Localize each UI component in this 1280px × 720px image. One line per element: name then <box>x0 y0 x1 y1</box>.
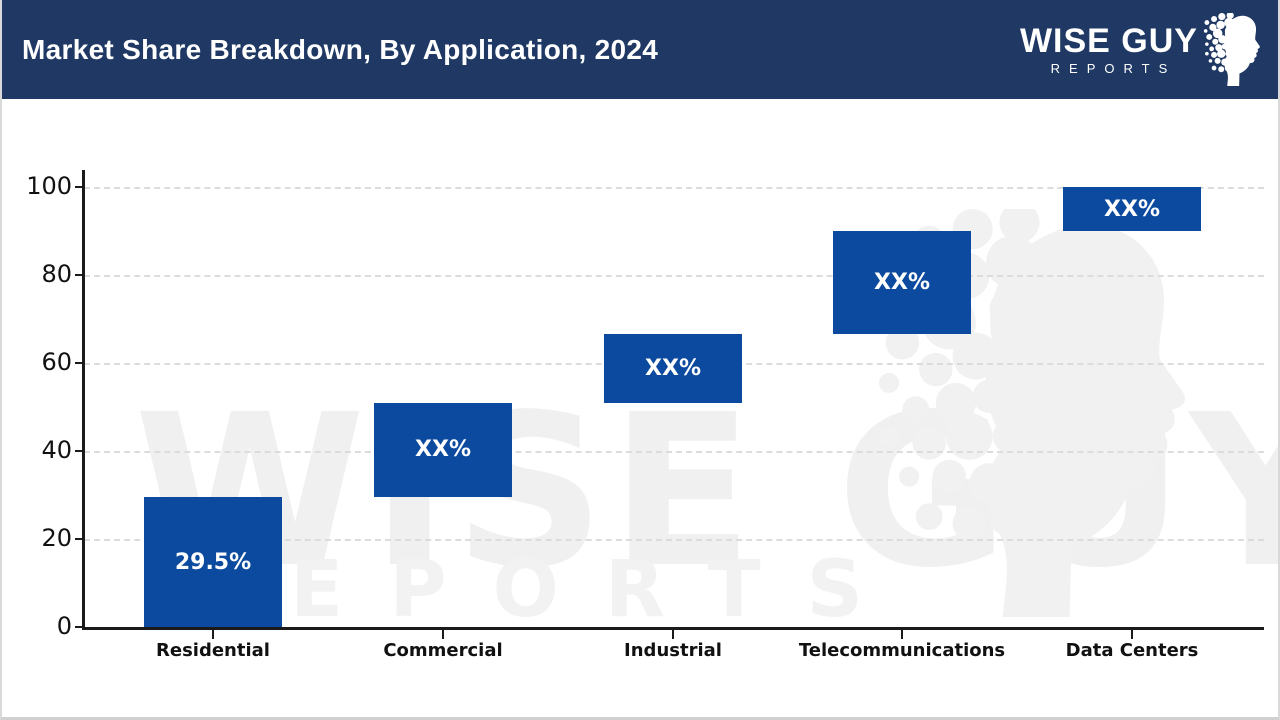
y-tick-mark <box>75 450 84 452</box>
gridline <box>84 539 1264 541</box>
x-category-label: Data Centers <box>1065 640 1199 661</box>
header-bar: Market Share Breakdown, By Application, … <box>2 0 1278 99</box>
y-tick-mark <box>75 538 84 540</box>
x-tick-mark <box>1131 629 1133 639</box>
gridline <box>84 275 1264 277</box>
bar-value-label: XX% <box>874 270 930 296</box>
x-category-label: Commercial <box>383 640 503 661</box>
bar-value-label: XX% <box>1104 196 1160 222</box>
brand-logo: WISE GUY REPORTS <box>1020 13 1262 86</box>
brand-subname: REPORTS <box>1050 61 1177 76</box>
brand-head-icon <box>1202 13 1262 86</box>
waterfall-plot: 0 20 40 60 80 100 29.5% Residential XX% Commercia… <box>2 99 1278 717</box>
x-category-label: Telecommunications <box>798 640 1006 661</box>
watermark-subtext: REPORTS <box>184 545 909 635</box>
y-tick-mark <box>75 274 84 276</box>
bar: XX% <box>1063 187 1201 231</box>
x-axis-line <box>82 627 1264 630</box>
brand-wordmark: WISE GUY REPORTS <box>1020 24 1198 75</box>
bar: XX% <box>604 334 742 403</box>
y-tick-mark <box>75 186 84 188</box>
bar: XX% <box>833 231 971 335</box>
y-tick-label: 80 <box>41 260 72 288</box>
x-category-label: Residential <box>156 640 270 661</box>
y-tick-label: 40 <box>41 436 72 464</box>
bar: XX% <box>374 402 512 498</box>
x-category-label: Industrial <box>624 640 722 661</box>
bar-value-label: XX% <box>645 355 701 381</box>
y-tick-label: 60 <box>41 348 72 376</box>
gridline <box>84 451 1264 453</box>
y-tick-mark <box>75 362 84 364</box>
x-tick-mark <box>212 629 214 639</box>
bar-value-label: XX% <box>415 437 471 463</box>
gridline <box>84 187 1264 189</box>
chart-area: WISE GUY REPORTS 0 20 40 60 80 100 29.5% Reside… <box>2 99 1278 717</box>
page-title: Market Share Breakdown, By Application, … <box>22 33 659 65</box>
brand-name: WISE GUY <box>1019 22 1198 60</box>
y-tick-label: 100 <box>26 172 72 200</box>
x-tick-mark <box>672 629 674 639</box>
x-tick-mark <box>442 629 444 639</box>
bar: 29.5% <box>144 497 282 627</box>
x-tick-mark <box>901 629 903 639</box>
y-tick-label: 20 <box>41 524 72 552</box>
bar-value-label: 29.5% <box>174 549 252 575</box>
y-axis-line <box>82 170 85 630</box>
y-tick-label: 0 <box>56 612 72 640</box>
y-tick-mark <box>75 626 84 628</box>
